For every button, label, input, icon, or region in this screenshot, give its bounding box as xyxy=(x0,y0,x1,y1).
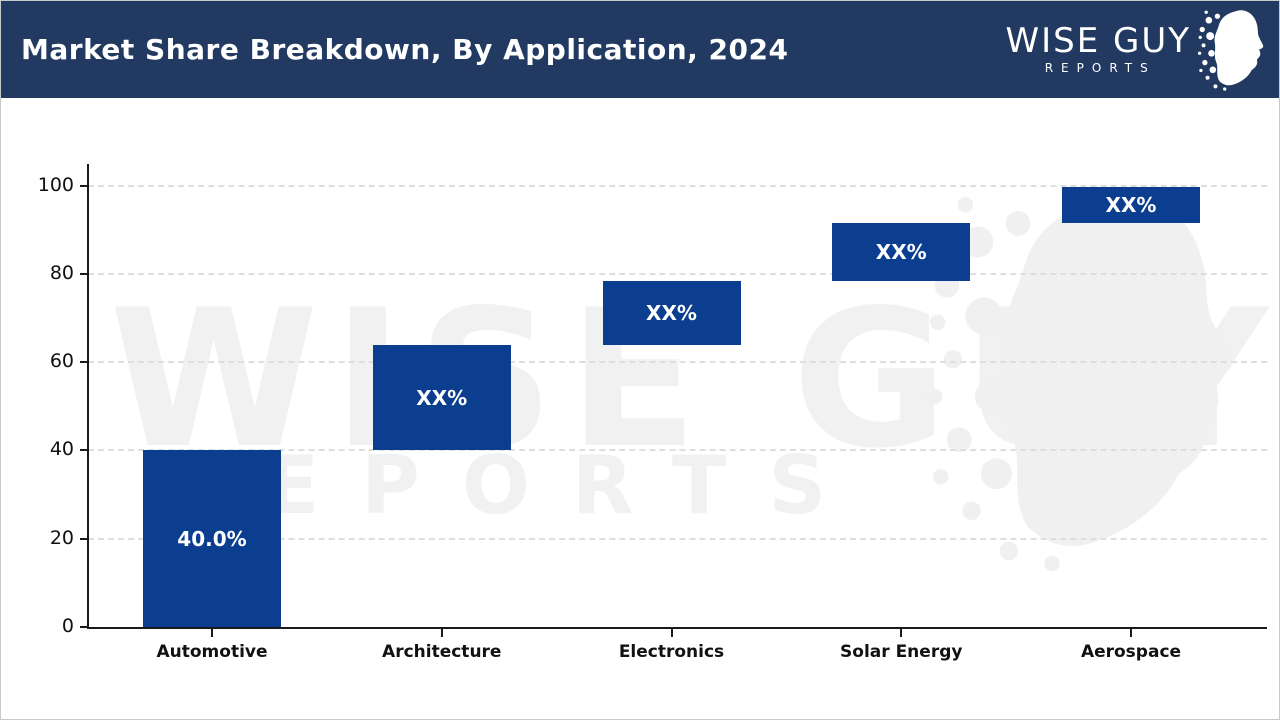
y-axis xyxy=(87,164,89,629)
bar-aerospace: XX% xyxy=(1062,186,1200,223)
x-axis-label-automotive: Automotive xyxy=(156,642,268,662)
y-tick-label-40: 40 xyxy=(49,438,74,461)
bar-label-solar-energy: XX% xyxy=(875,240,927,265)
gridline-40 xyxy=(88,449,1267,452)
gridline-60 xyxy=(88,361,1267,364)
bar-label-electronics: XX% xyxy=(646,301,697,326)
bar-label-automotive: 40.0% xyxy=(177,526,247,551)
gridline-20 xyxy=(88,537,1267,540)
bar-automotive: 40.0% xyxy=(143,450,281,627)
x-axis xyxy=(87,627,1267,629)
x-tick-mark-solar-energy xyxy=(900,629,903,637)
x-tick-mark-architecture xyxy=(440,629,443,637)
x-tick-mark-electronics xyxy=(670,629,673,637)
gridline-80 xyxy=(88,272,1267,275)
header: Market Share Breakdown, By Application, … xyxy=(1,1,1279,98)
bar-label-aerospace: XX% xyxy=(1105,192,1157,217)
y-tick-mark-40 xyxy=(80,449,88,452)
logo-subtitle: REPORTS xyxy=(1044,61,1156,75)
x-axis-label-electronics: Electronics xyxy=(618,642,725,662)
y-tick-label-100: 100 xyxy=(37,173,74,196)
y-tick-mark-60 xyxy=(80,361,88,364)
y-tick-mark-100 xyxy=(80,184,88,187)
bar-solar-energy: XX% xyxy=(832,223,971,281)
x-tick-mark-aerospace xyxy=(1130,629,1132,637)
y-tick-mark-20 xyxy=(80,537,88,540)
chart-title: Market Share Breakdown, By Application, … xyxy=(21,33,789,66)
bar-architecture: XX% xyxy=(372,345,511,451)
x-tick-mark-automotive xyxy=(211,629,213,637)
x-axis-label-architecture: Architecture xyxy=(382,642,502,662)
y-tick-label-20: 20 xyxy=(49,526,74,549)
bar-electronics: XX% xyxy=(602,281,741,346)
y-tick-mark-80 xyxy=(80,272,88,275)
y-tick-mark-0 xyxy=(80,626,88,628)
x-axis-label-aerospace: Aerospace xyxy=(1080,642,1182,662)
wise-guy-logo: WISE GUY REPORTS xyxy=(1005,1,1271,98)
y-tick-label-80: 80 xyxy=(49,261,74,284)
y-tick-label-60: 60 xyxy=(49,350,74,373)
logo-text: WISE GUY REPORTS xyxy=(1005,24,1191,75)
logo-face-icon xyxy=(1193,7,1271,93)
y-tick-label-0: 0 xyxy=(61,615,74,637)
x-axis-label-solar-energy: Solar Energy xyxy=(840,642,963,662)
bar-label-architecture: XX% xyxy=(416,385,468,410)
logo-wordmark: WISE GUY xyxy=(1005,21,1191,61)
gridline-100 xyxy=(88,184,1267,187)
